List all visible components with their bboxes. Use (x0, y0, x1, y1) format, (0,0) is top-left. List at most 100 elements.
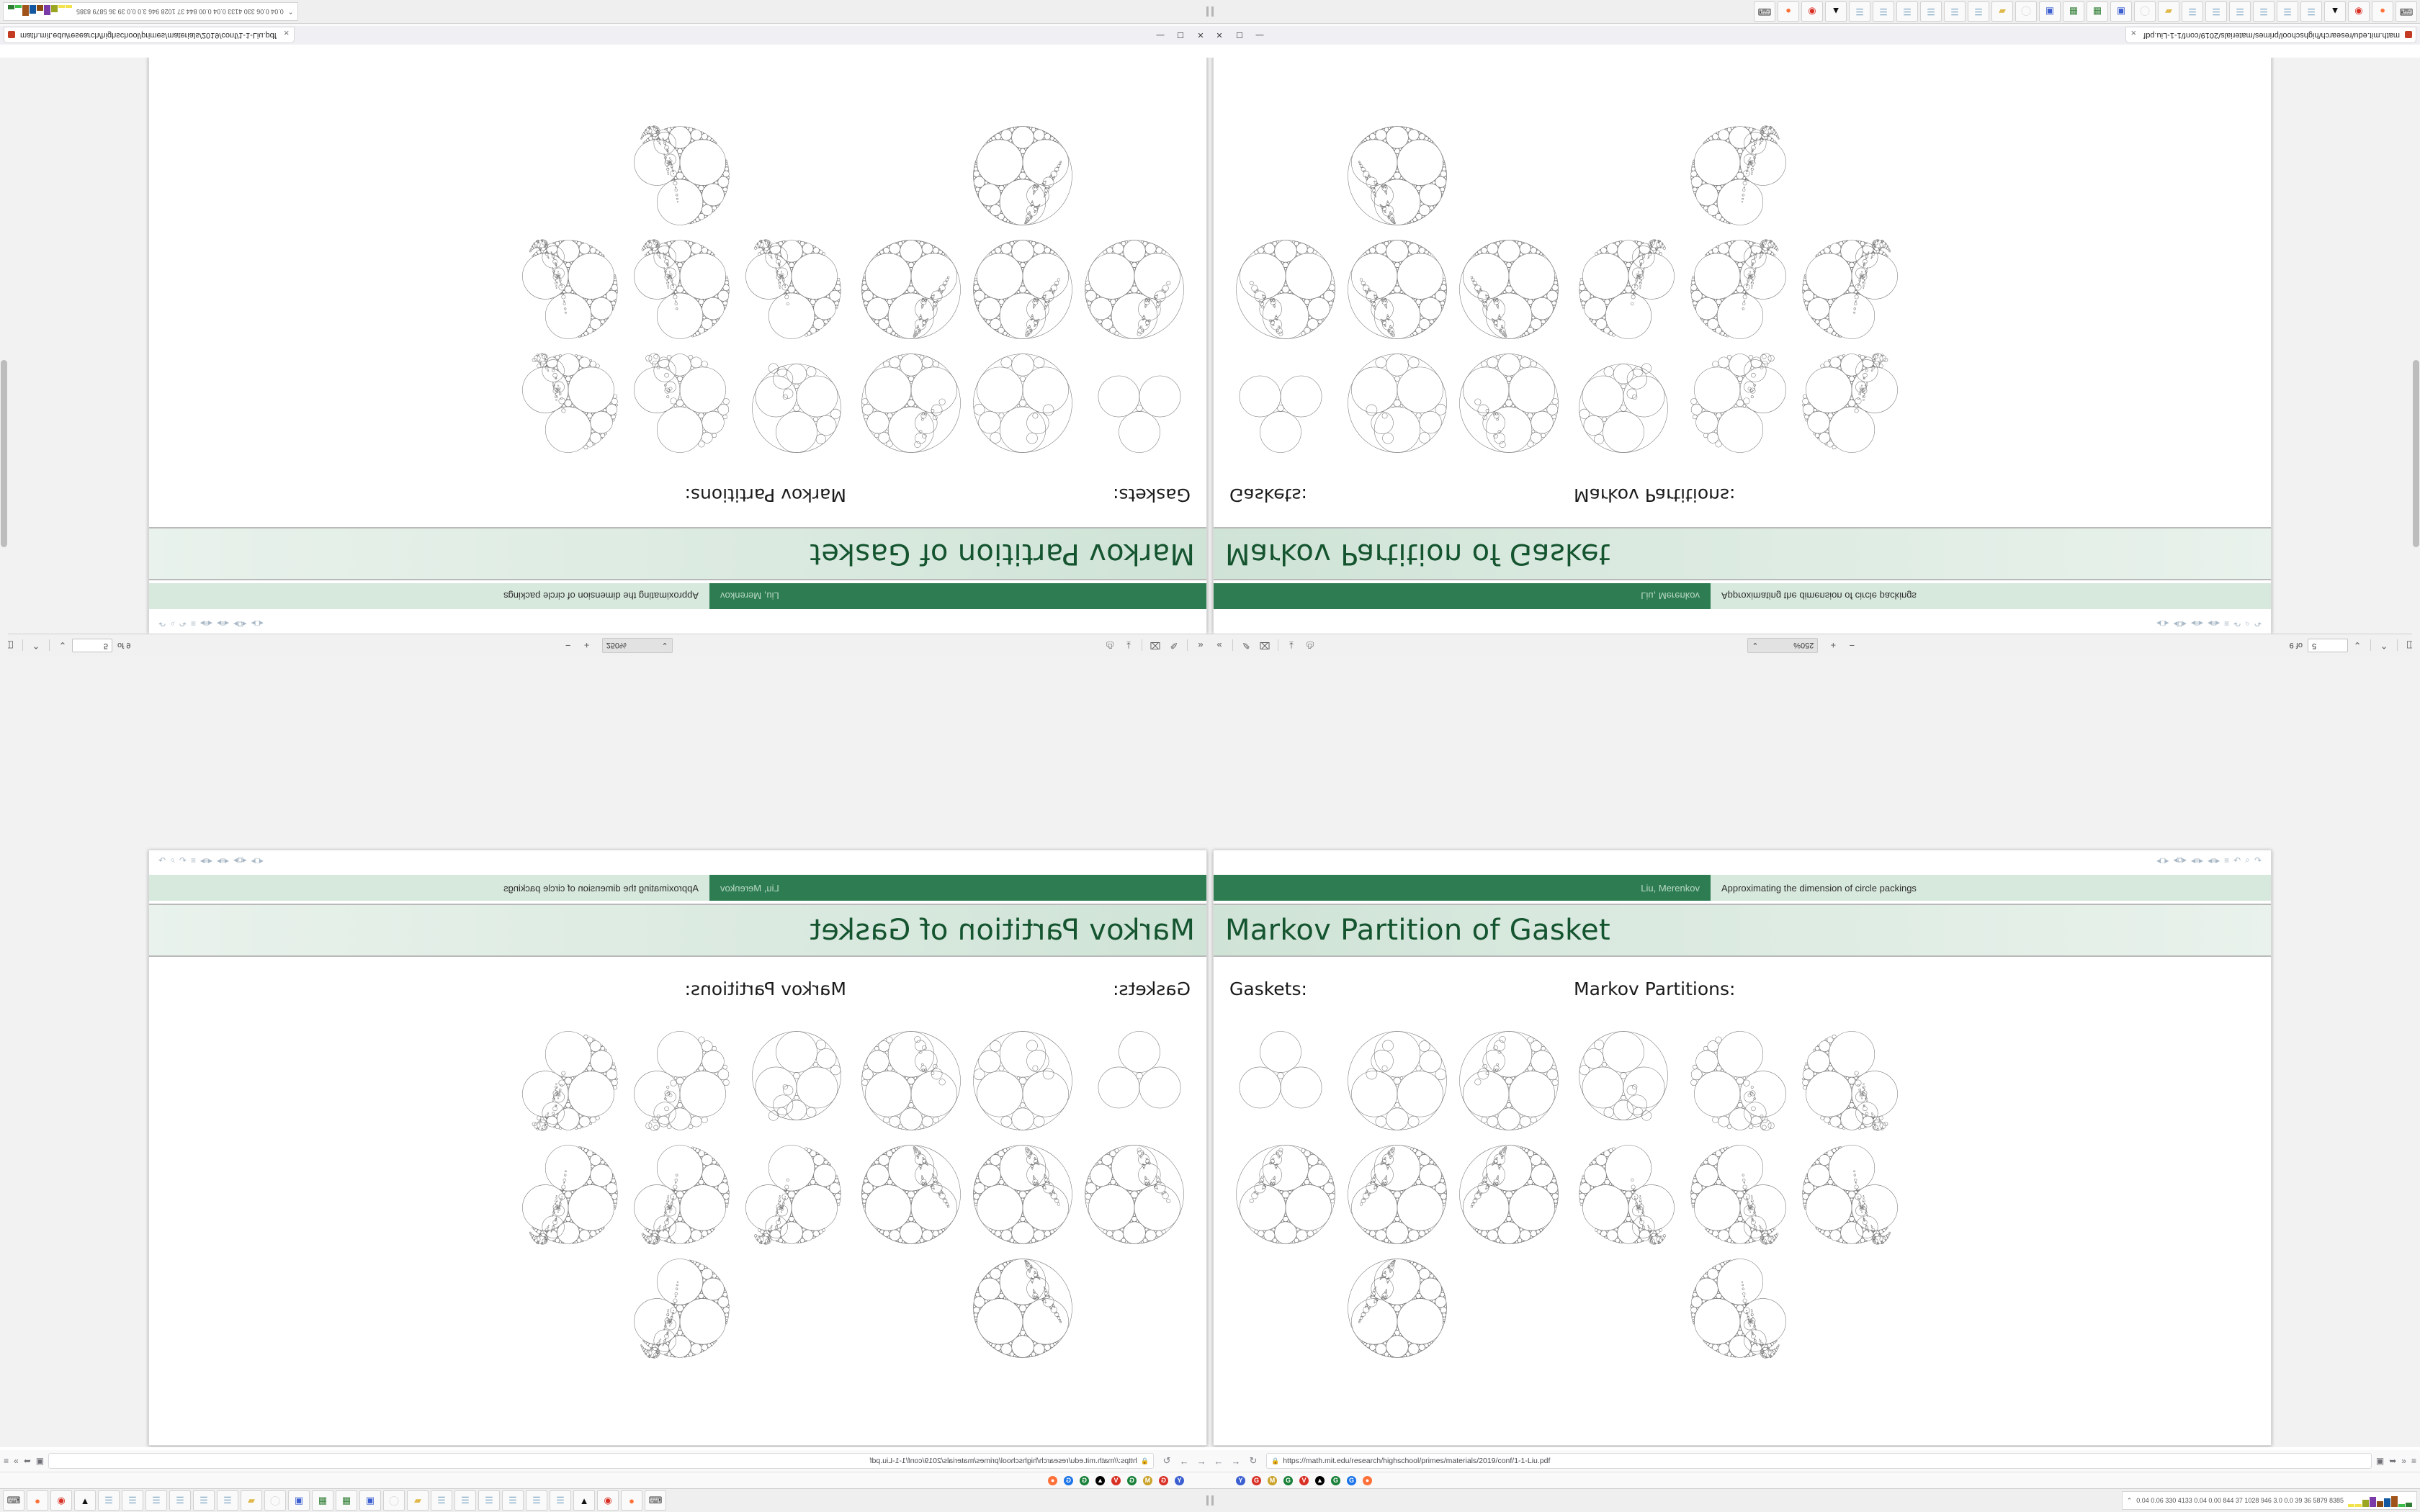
text-select-icon[interactable]: ⌧ (1150, 640, 1161, 652)
tab-close-icon[interactable]: ✕ (283, 28, 290, 36)
bookmark-y[interactable]: Y (1175, 1475, 1184, 1485)
taskbar-item-terminal[interactable]: ⌨ (2396, 1, 2417, 22)
nav-forward-icon[interactable]: ↷ (2254, 855, 2262, 865)
taskbar-item-doc5[interactable]: ☰ (454, 1490, 476, 1511)
nav-back-icon[interactable]: ↶ (2233, 855, 2241, 865)
taskbar-item-doc5[interactable]: ☰ (193, 1490, 215, 1511)
nav-doc-icon[interactable]: ≡ (191, 855, 196, 865)
nav-frame-icon[interactable]: ◂⧉▸ (234, 619, 247, 629)
hamburger-menu-button[interactable]: ≡ (4, 1456, 9, 1466)
pdf-scrollbar[interactable] (2412, 58, 2420, 1425)
taskbar-item-doc1[interactable]: ☰ (1849, 1, 1870, 22)
nav-subsection-icon[interactable]: ◂≡▸ (2191, 855, 2203, 865)
forward-button[interactable]: → (1179, 1455, 1189, 1467)
taskbar-item-recorder[interactable]: ◉ (2348, 1, 2370, 22)
nav-search-icon[interactable]: ⌕ (2245, 855, 2250, 865)
nav-forward-icon[interactable]: ↷ (159, 855, 166, 865)
taskbar-item-doc6[interactable]: ☰ (431, 1490, 452, 1511)
library-icon[interactable]: ▣ (2375, 1456, 2385, 1466)
taskbar-item-doc6[interactable]: ☰ (217, 1490, 238, 1511)
taskbar-item-folder[interactable]: ▰ (2158, 1, 2179, 22)
taskbar-item-doc3[interactable]: ☰ (502, 1490, 524, 1511)
bookmark-g1[interactable]: G (1252, 1475, 1261, 1485)
bookmark-g1[interactable]: G (1159, 1475, 1168, 1485)
taskbar-item-doc6[interactable]: ☰ (2182, 1, 2203, 22)
nav-section-icon[interactable]: ◂≡▸ (2208, 855, 2220, 865)
reload-button[interactable]: ↻ (1249, 1455, 1258, 1466)
zoom-select[interactable]: 250% ⌄ (1747, 638, 1819, 653)
nav-frame-icon[interactable]: ◂⧉▸ (2173, 855, 2187, 865)
close-button[interactable]: ✕ (1216, 30, 1223, 40)
taskbar-item-save[interactable]: ▣ (2110, 1, 2132, 22)
previous-page-icon[interactable]: ⌃ (2380, 640, 2388, 652)
taskbar-item-doc4[interactable]: ☰ (478, 1490, 500, 1511)
taskbar-item-doc5[interactable]: ☰ (1944, 1, 1966, 22)
taskbar-item-recorder[interactable]: ◉ (597, 1490, 619, 1511)
hamburger-menu-button[interactable]: ≡ (2411, 1456, 2416, 1466)
forward-button[interactable]: → (1231, 1455, 1241, 1467)
download-icon[interactable]: ⤓ (1289, 640, 1294, 652)
nav-back-icon[interactable]: ↶ (179, 855, 187, 865)
taskbar-item-blank[interactable]: ◯ (383, 1490, 405, 1511)
nav-section-icon[interactable]: ◂≡▸ (200, 618, 212, 629)
nav-doc-icon[interactable]: ≡ (2224, 618, 2229, 629)
taskbar-item-image[interactable]: ▲ (74, 1490, 96, 1511)
nav-section-icon[interactable]: ◂≡▸ (2208, 618, 2220, 629)
maximize-button[interactable]: ☐ (1177, 30, 1184, 40)
bookmark-g2[interactable]: G (1127, 1475, 1137, 1485)
bookmark-g4[interactable]: G (1347, 1475, 1356, 1485)
taskbar-item-firefox[interactable]: ● (1778, 1, 1799, 22)
nav-search-icon[interactable]: ⌕ (2245, 619, 2249, 629)
next-page-icon[interactable]: ⌄ (58, 640, 67, 652)
taskbar-item-save[interactable]: ▣ (359, 1490, 381, 1511)
nav-slide-icon[interactable]: ◂□▸ (2156, 855, 2169, 865)
taskbar-item-monitor[interactable]: ▦ (2087, 1, 2108, 22)
taskbar-item-doc2[interactable]: ☰ (526, 1490, 547, 1511)
nav-search-icon[interactable]: ⌕ (171, 855, 175, 865)
zoom-out-button[interactable]: − (565, 640, 571, 651)
browser-tab[interactable]: math.mit.edu/research/highschool/primes/… (4, 27, 294, 42)
print-icon[interactable]: ⎙ (1106, 640, 1114, 652)
bookmark-image[interactable]: ▲ (1315, 1475, 1325, 1485)
previous-page-icon[interactable]: ⌃ (32, 640, 40, 652)
taskbar-item-terminal[interactable]: ⌨ (3, 1490, 24, 1511)
taskbar-item-doc1[interactable]: ☰ (98, 1490, 120, 1511)
bookmark-firefox[interactable]: ● (1363, 1475, 1372, 1485)
taskbar-item-doc5[interactable]: ☰ (2205, 1, 2227, 22)
highlight-icon[interactable]: ✎ (1170, 640, 1178, 652)
taskbar-item-doc3[interactable]: ☰ (1896, 1, 1918, 22)
system-monitor-caret[interactable]: ⌃ (2126, 1496, 2133, 1504)
text-select-icon[interactable]: ⌧ (1259, 640, 1270, 652)
highlight-icon[interactable]: ✎ (1242, 640, 1250, 652)
bookmark-image[interactable]: ▲ (1095, 1475, 1105, 1485)
page-number-input[interactable]: 5 (2308, 639, 2348, 652)
nav-forward-icon[interactable]: ↷ (2254, 618, 2261, 629)
taskbar-item-save[interactable]: ▣ (288, 1490, 310, 1511)
back-button[interactable]: ← (1214, 1455, 1224, 1467)
nav-back-icon[interactable]: ↶ (179, 618, 187, 629)
taskbar-item-image[interactable]: ▲ (1825, 1, 1847, 22)
bookmark-g3[interactable]: G (1080, 1475, 1089, 1485)
zoom-out-button[interactable]: − (1849, 640, 1855, 651)
print-icon[interactable]: ⎙ (1306, 640, 1314, 652)
close-button[interactable]: ✕ (1197, 30, 1204, 40)
zoom-in-button[interactable]: + (583, 640, 590, 651)
taskbar-item-recorder[interactable]: ◉ (50, 1490, 72, 1511)
extensions-icon[interactable]: ➥ (2389, 1456, 2397, 1466)
bookmark-g3[interactable]: G (1331, 1475, 1340, 1485)
next-page-icon[interactable]: ⌄ (2353, 640, 2362, 652)
taskbar-item-firefox[interactable]: ● (621, 1490, 642, 1511)
taskbar-item-image[interactable]: ▲ (573, 1490, 595, 1511)
tab-close-icon[interactable]: ✕ (2130, 28, 2137, 36)
nav-slide-icon[interactable]: ◂□▸ (2156, 618, 2169, 629)
taskbar-item-doc1[interactable]: ☰ (2300, 1, 2322, 22)
taskbar-item-blank[interactable]: ◯ (2134, 1, 2156, 22)
bookmark-g4[interactable]: G (1064, 1475, 1073, 1485)
bookmark-firefox[interactable]: ● (1048, 1475, 1057, 1485)
minimize-button[interactable]: — (1255, 31, 1264, 40)
workspace-pager[interactable] (1206, 6, 1214, 17)
nav-subsection-icon[interactable]: ◂≡▸ (2191, 618, 2203, 629)
reload-button[interactable]: ↻ (1162, 1455, 1171, 1466)
download-icon[interactable]: ⤓ (1126, 640, 1131, 652)
nav-search-icon[interactable]: ⌕ (171, 619, 175, 629)
